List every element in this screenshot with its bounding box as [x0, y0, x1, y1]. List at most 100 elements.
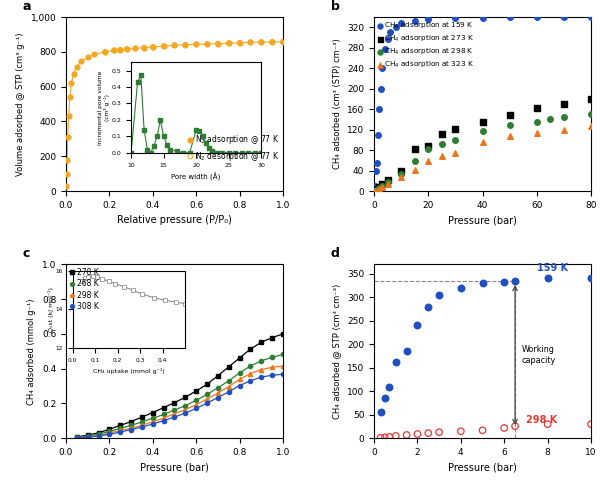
- Point: [413, 321, 422, 329]
- N$_2$ desorption @ 77 K: [202, 40, 212, 48]
- 308 K: [139, 424, 146, 430]
- 268 K: [257, 358, 265, 364]
- 308 K: [268, 373, 275, 378]
- N$_2$ desorption @ 77 K: [267, 38, 277, 46]
- Point: [380, 394, 390, 402]
- 268 K: [182, 403, 189, 409]
- Legend: CH$_4$ adsorption at 159 K, CH$_4$ adsorption at 273 K, CH$_4$ adsorption at 298: CH$_4$ adsorption at 159 K, CH$_4$ adsor…: [377, 20, 474, 70]
- CH$_4$ adsorption at 323 K: [478, 139, 487, 147]
- 268 K: [214, 385, 221, 391]
- Line: 308 K: 308 K: [75, 372, 285, 440]
- N$_2$ adsorption @ 77 K: [67, 79, 76, 87]
- CH$_4$ adsorption at 159 K: [391, 23, 401, 31]
- CH$_4$ adsorption at 298 K: [374, 184, 384, 192]
- CH$_4$ adsorption at 273 K: [372, 186, 382, 193]
- 278 K: [106, 426, 113, 432]
- CH$_4$ adsorption at 159 K: [376, 85, 386, 93]
- 298 K: [214, 390, 221, 396]
- 278 K: [160, 405, 167, 411]
- 278 K: [73, 434, 80, 440]
- 308 K: [257, 374, 265, 380]
- Point: [543, 275, 553, 282]
- 278 K: [149, 410, 157, 415]
- CH$_4$ adsorption at 298 K: [397, 170, 406, 178]
- N$_2$ adsorption @ 77 K: [181, 41, 190, 49]
- 298 K: [257, 367, 265, 373]
- N$_2$ desorption @ 77 K: [131, 44, 140, 52]
- Text: 159 K: 159 K: [537, 263, 568, 273]
- Y-axis label: Volume adsorbed @ STP (cm³ g⁻¹): Volume adsorbed @ STP (cm³ g⁻¹): [16, 32, 25, 176]
- CH$_4$ adsorption at 159 K: [386, 29, 395, 37]
- CH$_4$ adsorption at 298 K: [532, 118, 542, 126]
- Point: [478, 427, 487, 434]
- 298 K: [280, 363, 287, 369]
- CH$_4$ adsorption at 273 K: [397, 167, 406, 174]
- CH$_4$ adsorption at 159 K: [383, 35, 392, 42]
- N$_2$ adsorption @ 77 K: [72, 63, 82, 71]
- N$_2$ desorption @ 77 K: [191, 40, 201, 48]
- CH$_4$ adsorption at 298 K: [377, 182, 387, 190]
- CH$_4$ adsorption at 298 K: [451, 136, 460, 144]
- CH$_4$ adsorption at 159 K: [380, 45, 390, 53]
- CH$_4$ adsorption at 159 K: [371, 167, 381, 174]
- CH$_4$ adsorption at 273 K: [383, 176, 392, 184]
- CH$_4$ adsorption at 159 K: [410, 17, 419, 24]
- Point: [391, 358, 401, 366]
- Point: [424, 303, 433, 311]
- 268 K: [193, 397, 200, 403]
- N$_2$ adsorption @ 77 K: [224, 39, 233, 47]
- CH$_4$ adsorption at 159 K: [371, 182, 380, 190]
- N$_2$ desorption @ 77 K: [139, 44, 149, 52]
- 298 K: [171, 411, 178, 417]
- Point: [434, 428, 444, 436]
- 308 K: [116, 429, 124, 435]
- N$_2$ adsorption @ 77 K: [83, 54, 92, 61]
- CH$_4$ adsorption at 298 K: [370, 187, 380, 195]
- CH$_4$ adsorption at 298 K: [410, 157, 419, 165]
- 298 K: [116, 428, 124, 433]
- 298 K: [225, 384, 232, 390]
- CH$_4$ adsorption at 273 K: [373, 185, 383, 192]
- 308 K: [280, 371, 287, 377]
- N$_2$ adsorption @ 77 K: [89, 51, 99, 58]
- 278 K: [139, 414, 146, 420]
- Point: [391, 432, 401, 440]
- Point: [510, 422, 520, 430]
- N$_2$ adsorption @ 77 K: [61, 182, 71, 190]
- N$_2$ desorption @ 77 K: [122, 45, 131, 53]
- N$_2$ desorption @ 77 K: [170, 41, 179, 49]
- CH$_4$ adsorption at 323 K: [532, 130, 542, 137]
- X-axis label: Pressure (bar): Pressure (bar): [140, 463, 209, 472]
- CH$_4$ adsorption at 273 K: [377, 180, 387, 188]
- 278 K: [280, 331, 287, 337]
- 278 K: [84, 432, 91, 438]
- CH$_4$ adsorption at 298 K: [559, 113, 569, 121]
- 308 K: [106, 431, 113, 437]
- CH$_4$ adsorption at 273 K: [586, 95, 596, 103]
- 278 K: [203, 381, 211, 387]
- CH$_4$ adsorption at 323 K: [559, 126, 569, 133]
- 278 K: [127, 419, 134, 425]
- N$_2$ adsorption @ 77 K: [213, 40, 223, 48]
- 278 K: [247, 346, 254, 352]
- 308 K: [84, 434, 91, 440]
- N$_2$ desorption @ 77 K: [213, 40, 223, 48]
- N$_2$ adsorption @ 77 K: [122, 45, 131, 53]
- N$_2$ desorption @ 77 K: [245, 38, 255, 46]
- N$_2$ desorption @ 77 K: [256, 38, 266, 46]
- Line: 268 K: 268 K: [75, 352, 285, 439]
- CH$_4$ adsorption at 323 K: [370, 187, 380, 195]
- CH$_4$ adsorption at 273 K: [559, 100, 569, 108]
- 268 K: [160, 412, 167, 417]
- 298 K: [127, 425, 134, 431]
- N$_2$ adsorption @ 77 K: [115, 46, 125, 54]
- 268 K: [84, 433, 91, 439]
- X-axis label: Relative pressure (P/P₀): Relative pressure (P/P₀): [117, 215, 232, 225]
- CH$_4$ adsorption at 298 K: [478, 127, 487, 134]
- Point: [402, 431, 412, 439]
- 308 K: [73, 435, 80, 441]
- 278 K: [171, 400, 178, 406]
- 278 K: [225, 364, 232, 370]
- N$_2$ adsorption @ 77 K: [170, 41, 179, 49]
- CH$_4$ adsorption at 159 K: [397, 19, 406, 27]
